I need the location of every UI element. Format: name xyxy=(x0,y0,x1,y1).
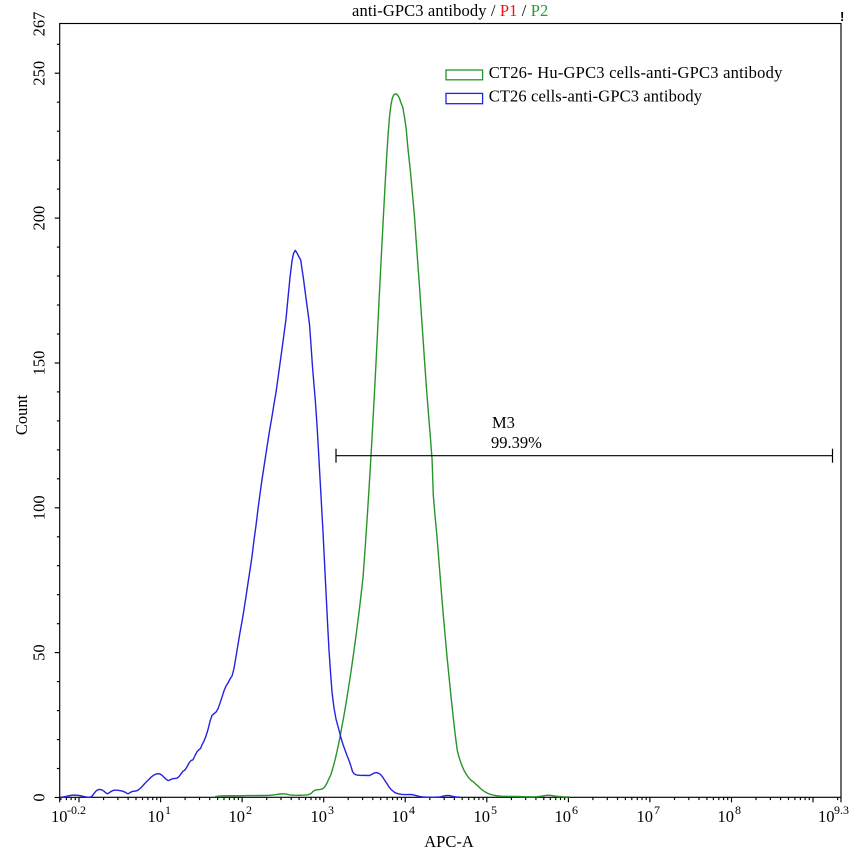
svg-text:10: 10 xyxy=(555,807,572,826)
svg-text:10: 10 xyxy=(474,807,491,826)
svg-text:-0.2: -0.2 xyxy=(67,803,86,817)
svg-text:6: 6 xyxy=(572,803,578,817)
svg-text:99.39%: 99.39% xyxy=(491,433,542,452)
svg-text:10: 10 xyxy=(51,807,68,826)
svg-text:10: 10 xyxy=(392,807,409,826)
svg-text:!: ! xyxy=(840,9,844,24)
svg-text:10: 10 xyxy=(718,807,735,826)
svg-text:200: 200 xyxy=(30,206,49,231)
svg-text:1: 1 xyxy=(165,803,171,817)
svg-text:10: 10 xyxy=(148,807,165,826)
svg-text:250: 250 xyxy=(30,61,49,86)
svg-text:APC-A: APC-A xyxy=(424,832,474,851)
svg-text:CT26- Hu-GPC3 cells-anti-GPC3: CT26- Hu-GPC3 cells-anti-GPC3 antibody xyxy=(489,63,783,82)
svg-text:267: 267 xyxy=(30,12,49,37)
svg-text:10: 10 xyxy=(311,807,328,826)
svg-text:10: 10 xyxy=(818,807,835,826)
svg-text:Count: Count xyxy=(12,394,31,435)
svg-text:2: 2 xyxy=(246,803,252,817)
svg-text:100: 100 xyxy=(30,495,49,520)
svg-text:10: 10 xyxy=(637,807,654,826)
svg-text:150: 150 xyxy=(30,351,49,376)
svg-text:7: 7 xyxy=(654,803,660,817)
svg-text:3: 3 xyxy=(328,803,334,817)
svg-text:CT26 cells-anti-GPC3 antibody: CT26 cells-anti-GPC3 antibody xyxy=(489,87,703,106)
svg-text:8: 8 xyxy=(735,803,741,817)
svg-text:9.3: 9.3 xyxy=(834,803,849,817)
svg-text:anti-GPC3 antibody / P1 / P2: anti-GPC3 antibody / P1 / P2 xyxy=(352,1,548,20)
svg-text:5: 5 xyxy=(491,803,497,817)
svg-text:0: 0 xyxy=(30,793,49,801)
svg-text:M3: M3 xyxy=(492,413,515,432)
svg-text:50: 50 xyxy=(30,644,49,661)
svg-text:10: 10 xyxy=(229,807,246,826)
svg-text:4: 4 xyxy=(409,803,415,817)
